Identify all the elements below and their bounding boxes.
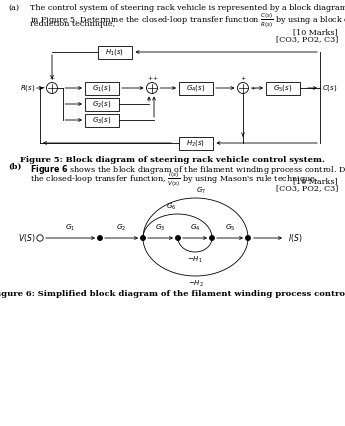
- Text: $C(s)$: $C(s)$: [322, 83, 337, 93]
- Text: $G_5$: $G_5$: [225, 223, 235, 233]
- Circle shape: [147, 83, 158, 93]
- Text: $H_1(s)$: $H_1(s)$: [106, 47, 125, 57]
- Text: Figure 6: Simplified block diagram of the filament winding process control.: Figure 6: Simplified block diagram of th…: [0, 290, 345, 298]
- FancyBboxPatch shape: [179, 136, 213, 150]
- Text: $G_7$: $G_7$: [196, 186, 207, 196]
- Circle shape: [140, 236, 146, 241]
- Text: $G_2$: $G_2$: [116, 223, 127, 233]
- FancyBboxPatch shape: [85, 98, 119, 110]
- Text: +: +: [152, 76, 158, 81]
- Text: +: +: [240, 76, 246, 81]
- Circle shape: [237, 83, 248, 93]
- FancyBboxPatch shape: [266, 81, 300, 95]
- Text: $V(S)$: $V(S)$: [18, 232, 35, 244]
- Text: (a): (a): [8, 4, 19, 12]
- Text: $G_1(s)$: $G_1(s)$: [92, 83, 112, 93]
- Text: $G_1$: $G_1$: [65, 223, 76, 233]
- Circle shape: [98, 236, 102, 241]
- Text: $H_2(s)$: $H_2(s)$: [186, 138, 206, 148]
- Text: +: +: [49, 76, 55, 81]
- Text: $G_5(s)$: $G_5(s)$: [273, 83, 293, 93]
- FancyBboxPatch shape: [85, 113, 119, 127]
- Text: reduction technique,: reduction technique,: [30, 20, 115, 28]
- FancyBboxPatch shape: [179, 81, 213, 95]
- Text: +: +: [147, 76, 152, 81]
- Text: [CO3, PO2, C3]: [CO3, PO2, C3]: [276, 35, 338, 43]
- Circle shape: [47, 83, 58, 93]
- Text: -: -: [42, 83, 45, 92]
- FancyBboxPatch shape: [98, 46, 132, 58]
- Circle shape: [176, 236, 180, 241]
- Text: $I(S)$: $I(S)$: [288, 232, 303, 244]
- Text: $G_3$: $G_3$: [155, 223, 166, 233]
- Text: $G_4(s)$: $G_4(s)$: [186, 83, 206, 93]
- Text: (b): (b): [8, 163, 21, 171]
- Text: $-H_2$: $-H_2$: [188, 279, 204, 289]
- Text: Figure 5: Block diagram of steering rack vehicle control system.: Figure 5: Block diagram of steering rack…: [20, 156, 324, 164]
- Text: $\bf{Figure\ 6}$ shows the block diagram of the filament winding process control: $\bf{Figure\ 6}$ shows the block diagram…: [30, 163, 345, 176]
- Text: [10 Marks]: [10 Marks]: [293, 177, 338, 185]
- Text: the closed-loop transfer function, $\frac{I(s)}{V(s)}$ by using Mason's rule tec: the closed-loop transfer function, $\fra…: [30, 171, 318, 189]
- Text: [CO3, PO2, C3]: [CO3, PO2, C3]: [276, 184, 338, 192]
- Text: $G_3(s)$: $G_3(s)$: [92, 115, 112, 125]
- Text: $G_2(s)$: $G_2(s)$: [92, 99, 112, 109]
- Circle shape: [209, 236, 215, 241]
- Text: +: +: [250, 86, 256, 90]
- Circle shape: [37, 235, 43, 241]
- Text: [10 Marks]: [10 Marks]: [293, 28, 338, 36]
- Text: $-H_1$: $-H_1$: [187, 255, 203, 265]
- Text: in Figure 5. Determine the closed-loop transfer function $\frac{C(s)}{R(s)}$ by : in Figure 5. Determine the closed-loop t…: [30, 12, 345, 30]
- FancyBboxPatch shape: [85, 81, 119, 95]
- Text: $G_6$: $G_6$: [166, 202, 177, 212]
- Text: $G_4$: $G_4$: [190, 223, 200, 233]
- Text: The control system of steering rack vehicle is represented by a block diagram as: The control system of steering rack vehi…: [30, 4, 345, 12]
- Text: $R(s)$: $R(s)$: [20, 83, 36, 93]
- Circle shape: [246, 236, 250, 241]
